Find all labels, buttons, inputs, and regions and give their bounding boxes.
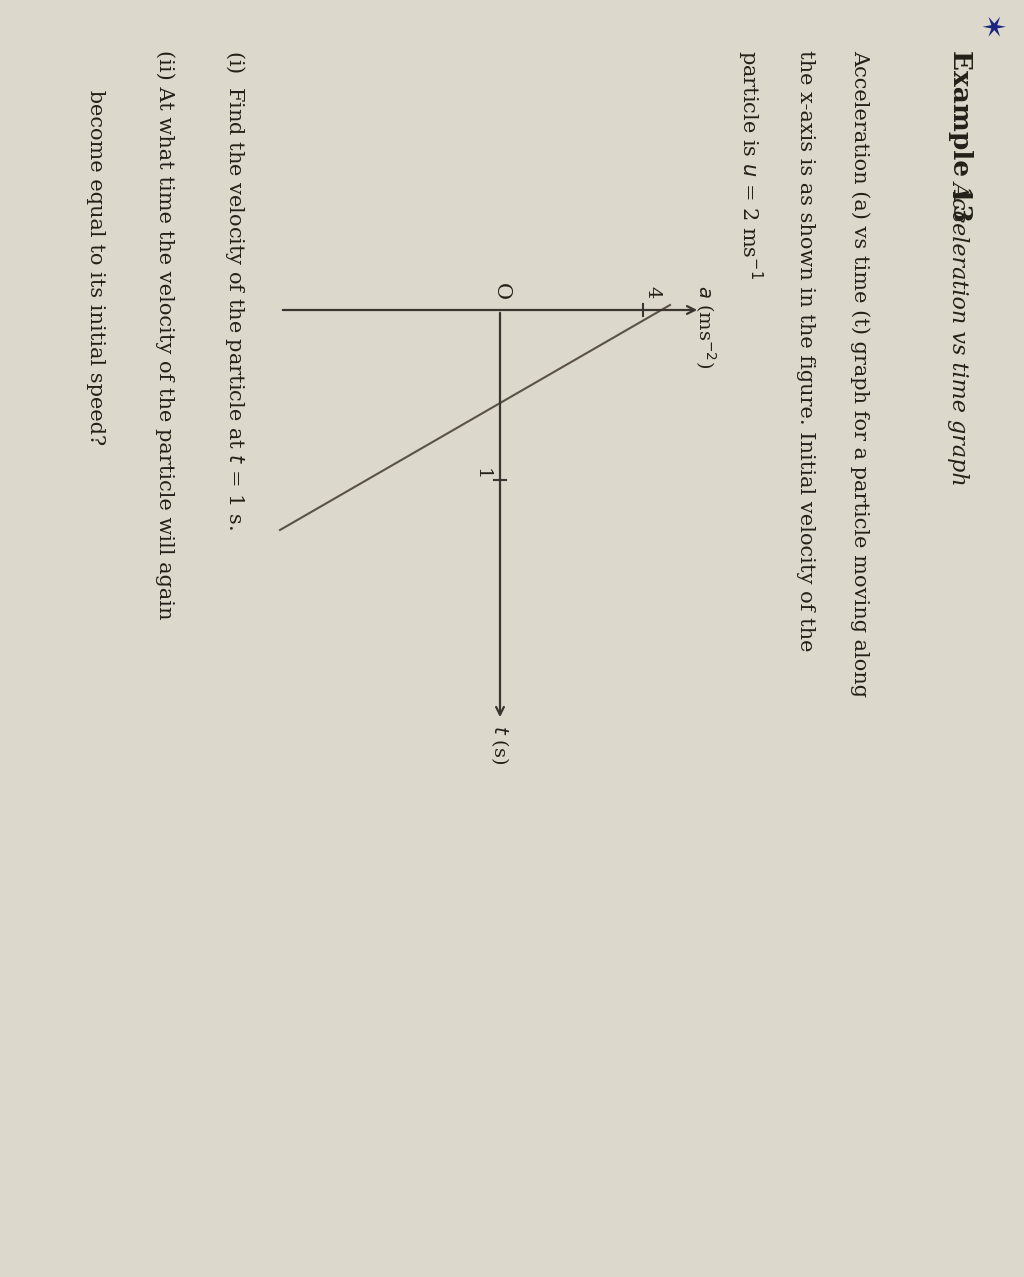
Text: O: O: [492, 283, 511, 300]
Text: ✶: ✶: [974, 15, 1002, 41]
Text: Example 13: Example 13: [947, 50, 973, 222]
Text: 1: 1: [473, 467, 490, 480]
Text: particle is $u$ = 2 ms$^{-1}$: particle is $u$ = 2 ms$^{-1}$: [735, 50, 765, 278]
Text: become equal to its initial speed?: become equal to its initial speed?: [85, 50, 104, 446]
Text: Acceleration vs time graph: Acceleration vs time graph: [949, 180, 971, 485]
Text: 4: 4: [643, 286, 662, 299]
Text: $a$ (ms$^{-2}$): $a$ (ms$^{-2}$): [692, 285, 718, 368]
Text: $t$ (s): $t$ (s): [489, 725, 511, 765]
Text: (ii) At what time the velocity of the particle will again: (ii) At what time the velocity of the pa…: [156, 50, 175, 619]
Text: Acceleration (a) vs time (t) graph for a particle moving along: Acceleration (a) vs time (t) graph for a…: [850, 50, 869, 697]
Text: the x-axis is as shown in the figure. Initial velocity of the: the x-axis is as shown in the figure. In…: [796, 50, 814, 651]
Text: (i)  Find the velocity of the particle at $t$ = 1 s.: (i) Find the velocity of the particle at…: [223, 50, 247, 530]
